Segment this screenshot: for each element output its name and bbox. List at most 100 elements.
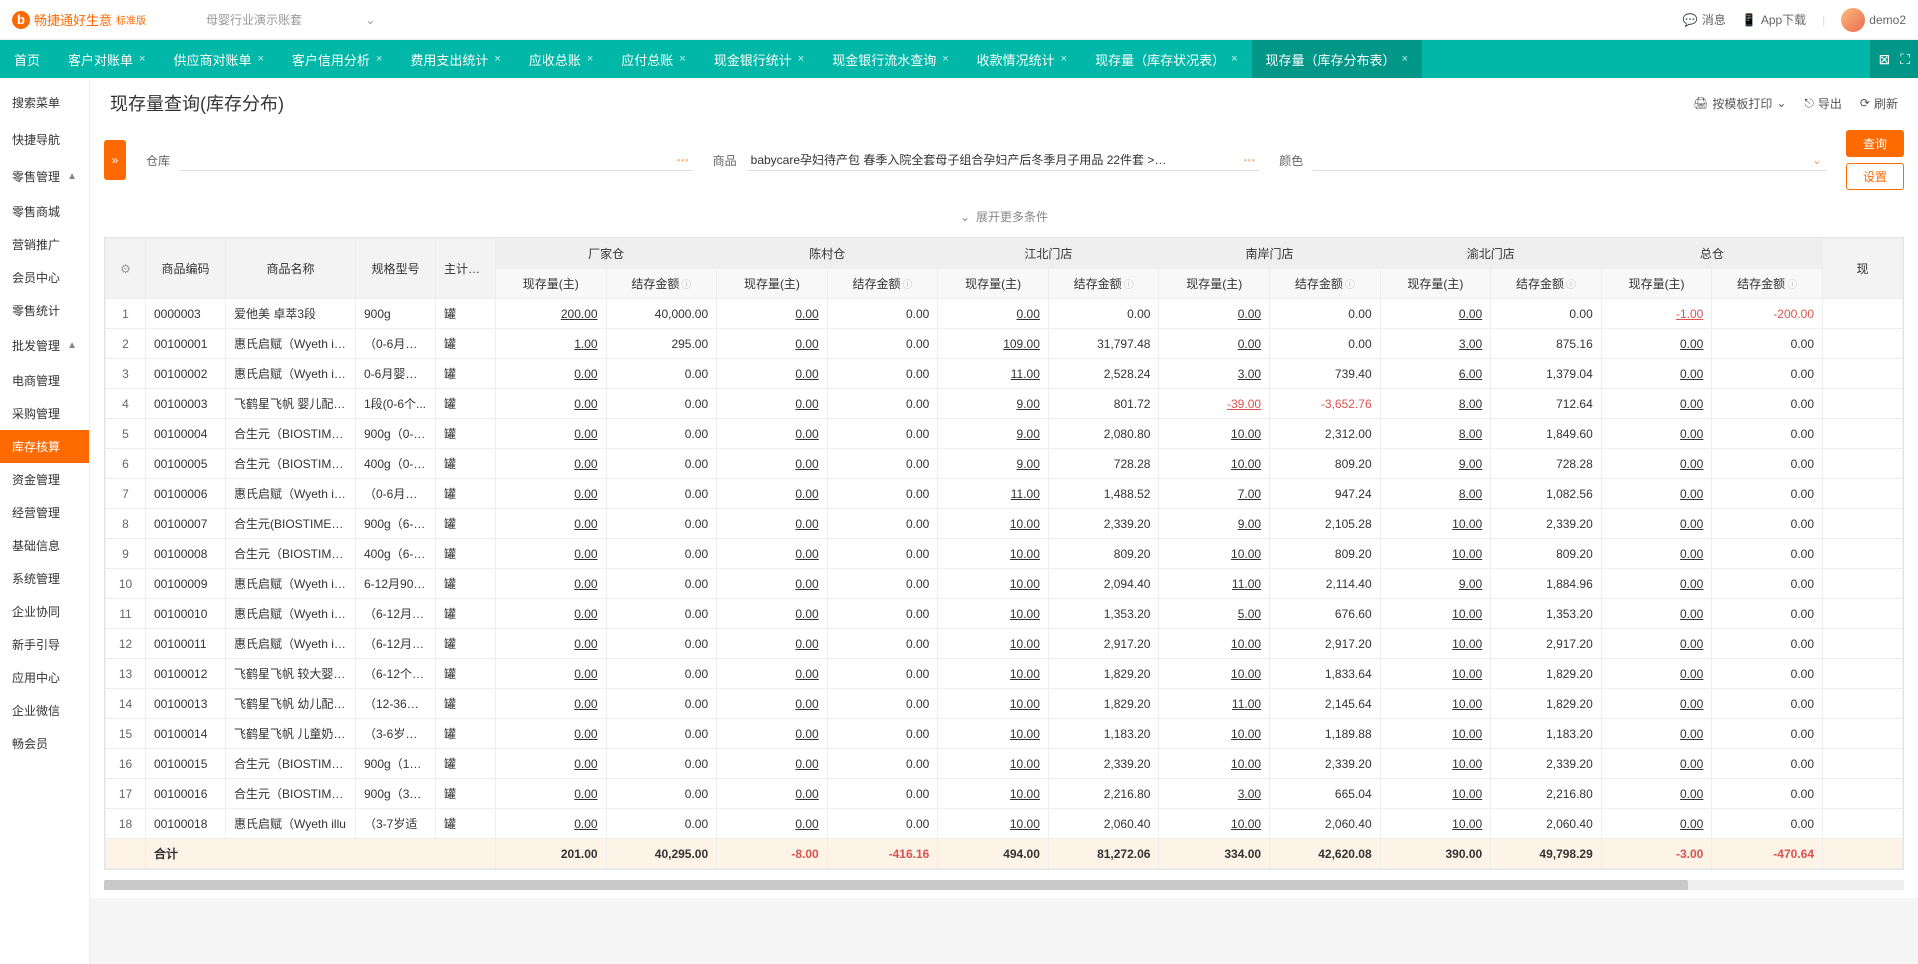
tab[interactable]: 首页 — [0, 40, 54, 78]
cell-qty[interactable]: 0.00 — [717, 779, 828, 809]
cell-qty[interactable]: 0.00 — [1601, 509, 1712, 539]
scrollbar-thumb[interactable] — [104, 880, 1688, 890]
info-icon[interactable]: ⓘ — [681, 280, 691, 291]
cell-qty[interactable]: 3.00 — [1159, 779, 1270, 809]
cell-qty[interactable]: 0.00 — [717, 599, 828, 629]
cell-qty[interactable]: 10.00 — [938, 539, 1049, 569]
sidebar-item[interactable]: 应用中心 — [0, 661, 89, 694]
cell-qty[interactable]: 0.00 — [1601, 569, 1712, 599]
tab[interactable]: 客户信用分析× — [278, 40, 396, 78]
close-icon[interactable]: × — [139, 53, 145, 65]
cell-qty[interactable]: 9.00 — [938, 389, 1049, 419]
cell-qty[interactable]: -39.00 — [1159, 389, 1270, 419]
close-icon[interactable]: × — [679, 53, 685, 65]
gear-icon[interactable]: ⚙ — [120, 262, 131, 276]
tab[interactable]: 现存量（库存状况表）× — [1081, 40, 1251, 78]
cell-qty[interactable]: 0.00 — [717, 419, 828, 449]
cell-qty[interactable]: 11.00 — [1159, 689, 1270, 719]
cell-qty[interactable]: 10.00 — [938, 719, 1049, 749]
cell-qty[interactable]: 5.00 — [1159, 599, 1270, 629]
cell-qty[interactable]: -1.00 — [1601, 299, 1712, 329]
sidebar-item[interactable]: 系统管理 — [0, 562, 89, 595]
tab[interactable]: 收款情况统计× — [963, 40, 1081, 78]
close-icon[interactable]: × — [1061, 53, 1067, 65]
cell-qty[interactable]: 0.00 — [496, 719, 607, 749]
expand-filters-button[interactable]: » — [104, 140, 126, 180]
search-button[interactable]: 查询 — [1846, 130, 1904, 157]
cell-qty[interactable]: 0.00 — [717, 629, 828, 659]
cell-qty[interactable]: 0.00 — [496, 569, 607, 599]
cell-qty[interactable]: 10.00 — [938, 659, 1049, 689]
cell-qty[interactable]: 0.00 — [1601, 479, 1712, 509]
cell-qty[interactable]: 0.00 — [1601, 719, 1712, 749]
cell-qty[interactable]: 10.00 — [938, 779, 1049, 809]
cell-qty[interactable]: 10.00 — [1159, 809, 1270, 839]
sidebar-item[interactable]: 库存核算 — [0, 430, 89, 463]
sidebar-item[interactable]: 基础信息 — [0, 529, 89, 562]
cell-qty[interactable]: 0.00 — [1601, 539, 1712, 569]
cell-qty[interactable]: 0.00 — [496, 689, 607, 719]
cell-qty[interactable]: 11.00 — [1159, 569, 1270, 599]
cell-qty[interactable]: 0.00 — [717, 329, 828, 359]
info-icon[interactable]: ⓘ — [1787, 280, 1797, 291]
cell-qty[interactable]: 0.00 — [1601, 629, 1712, 659]
close-icon[interactable]: × — [376, 53, 382, 65]
warehouse-input[interactable]: ⋯ — [180, 149, 693, 171]
cell-qty[interactable]: 10.00 — [1159, 449, 1270, 479]
cell-qty[interactable]: 10.00 — [1380, 629, 1491, 659]
sidebar-quicknav[interactable]: 快捷导航 — [0, 121, 89, 158]
cell-qty[interactable]: 6.00 — [1380, 359, 1491, 389]
cell-qty[interactable]: 8.00 — [1380, 389, 1491, 419]
user-menu[interactable]: demo2 — [1841, 8, 1906, 32]
tab[interactable]: 客户对账单× — [54, 40, 159, 78]
cell-qty[interactable]: 0.00 — [1601, 689, 1712, 719]
cell-qty[interactable]: 11.00 — [938, 479, 1049, 509]
cell-qty[interactable]: 10.00 — [938, 569, 1049, 599]
color-input[interactable]: ⌄ — [1313, 149, 1826, 171]
cell-qty[interactable]: 0.00 — [496, 809, 607, 839]
cell-qty[interactable]: 0.00 — [496, 419, 607, 449]
tab[interactable]: 现金银行流水查询× — [818, 40, 962, 78]
fullscreen-icon[interactable]: ⛶ — [1900, 51, 1910, 68]
info-icon[interactable]: ⓘ — [1566, 280, 1576, 291]
cell-qty[interactable]: 0.00 — [496, 389, 607, 419]
ellipsis-icon[interactable]: ⋯ — [1243, 153, 1255, 167]
cell-qty[interactable]: 10.00 — [1380, 509, 1491, 539]
sidebar-item[interactable]: 畅会员 — [0, 727, 89, 760]
more-conditions-toggle[interactable]: ⌄ 展开更多条件 — [90, 200, 1918, 237]
tab[interactable]: 供应商对账单× — [159, 40, 277, 78]
cell-qty[interactable]: 10.00 — [1380, 659, 1491, 689]
cell-qty[interactable]: 0.00 — [1601, 449, 1712, 479]
cell-qty[interactable]: 10.00 — [938, 509, 1049, 539]
cell-qty[interactable]: 0.00 — [1601, 329, 1712, 359]
app-download-button[interactable]: 📱 App下载 — [1742, 11, 1806, 28]
cell-qty[interactable]: 7.00 — [1159, 479, 1270, 509]
refresh-button[interactable]: ⟳ 刷新 — [1860, 95, 1898, 112]
cell-qty[interactable]: 9.00 — [1380, 449, 1491, 479]
sidebar-item[interactable]: 企业协同 — [0, 595, 89, 628]
sidebar-item[interactable]: 经营管理 — [0, 496, 89, 529]
cell-qty[interactable]: 0.00 — [1601, 359, 1712, 389]
cell-qty[interactable]: 0.00 — [1380, 299, 1491, 329]
cell-qty[interactable]: 3.00 — [1380, 329, 1491, 359]
sidebar-item[interactable]: 新手引导 — [0, 628, 89, 661]
tab[interactable]: 现金银行统计× — [700, 40, 818, 78]
cell-qty[interactable]: 10.00 — [938, 689, 1049, 719]
info-icon[interactable]: ⓘ — [1124, 280, 1134, 291]
tab[interactable]: 应收总账× — [515, 40, 607, 78]
horizontal-scrollbar[interactable] — [104, 880, 1904, 890]
cell-qty[interactable]: 0.00 — [717, 719, 828, 749]
cell-qty[interactable]: 0.00 — [717, 389, 828, 419]
cell-qty[interactable]: 10.00 — [938, 749, 1049, 779]
tab[interactable]: 现存量（库存分布表）× — [1252, 40, 1422, 78]
cell-qty[interactable]: 0.00 — [1601, 659, 1712, 689]
settings-button[interactable]: 设置 — [1846, 163, 1904, 190]
cell-qty[interactable]: 0.00 — [717, 809, 828, 839]
tab[interactable]: 费用支出统计× — [396, 40, 514, 78]
sidebar-item[interactable]: 会员中心 — [0, 261, 89, 294]
cell-qty[interactable]: 0.00 — [496, 779, 607, 809]
cell-qty[interactable]: 0.00 — [496, 659, 607, 689]
close-icon[interactable]: × — [494, 53, 500, 65]
cell-qty[interactable]: 0.00 — [717, 299, 828, 329]
cell-qty[interactable]: 8.00 — [1380, 479, 1491, 509]
